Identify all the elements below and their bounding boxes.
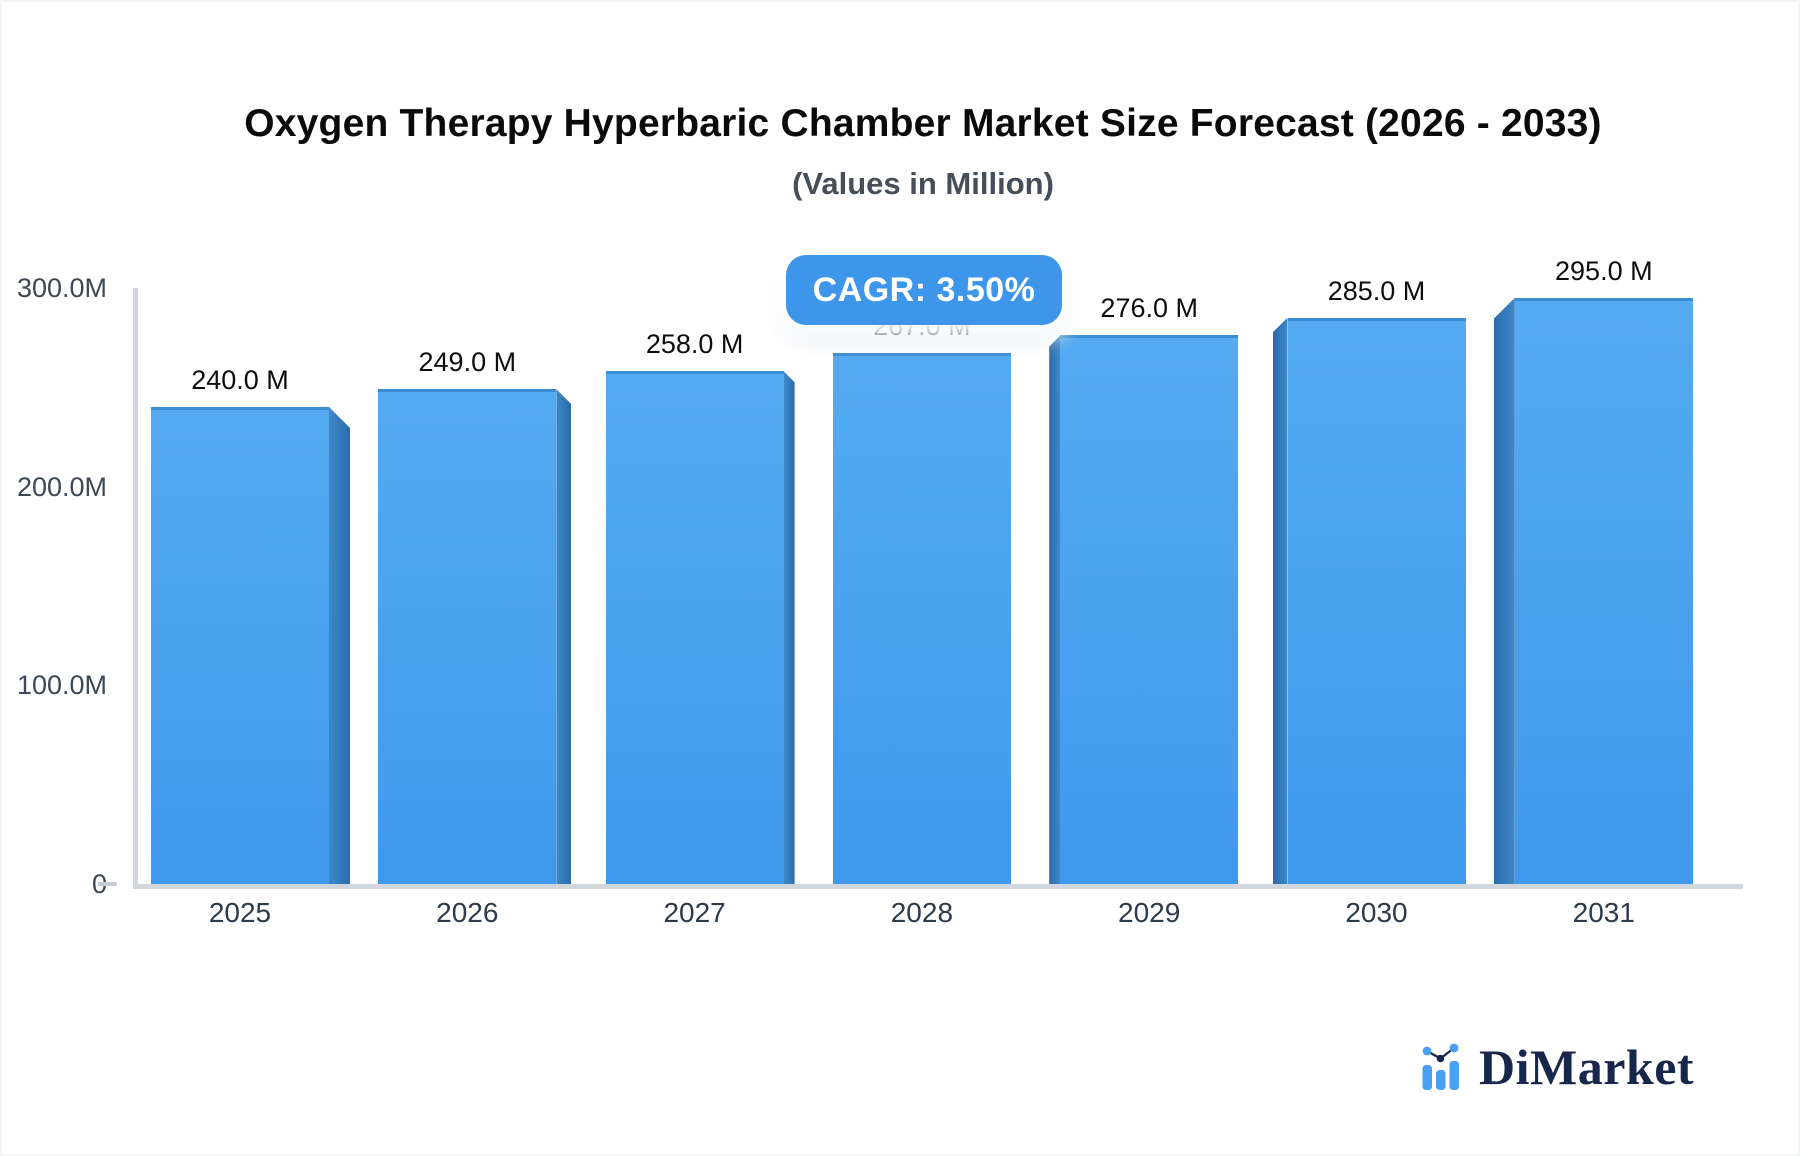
- bar-value-label-2030: 285.0 M: [1327, 275, 1426, 306]
- bar-2027: [605, 371, 784, 886]
- bar-3d-side-2031: [1493, 297, 1515, 886]
- cagr-badge-label: CAGR: 3.50%: [812, 270, 1036, 309]
- bar-value-label-2025: 240.0 M: [191, 365, 289, 395]
- dimarket-logo: DiMarket: [1420, 1038, 1694, 1092]
- x-axis-baseline: [133, 884, 1743, 889]
- dimarket-logo-text: DiMarket: [1479, 1039, 1695, 1095]
- bar-2031: [1514, 297, 1693, 886]
- bar-3d-side-2030: [1272, 317, 1288, 886]
- y-axis-tick-200.0M: 200.0M: [16, 471, 107, 502]
- cagr-badge: CAGR: 3.50%: [786, 255, 1062, 325]
- x-axis-label-2026: 2026: [436, 897, 499, 928]
- bar-3d-side-2027: [783, 371, 795, 886]
- bar-value-label-2026: 249.0 M: [418, 347, 517, 378]
- bar-3d-side-2029: [1049, 335, 1061, 886]
- x-axis-label-2027: 2027: [663, 897, 726, 928]
- y-axis-tick-300.0M: 300.0M: [16, 272, 107, 303]
- x-axis-label-2030: 2030: [1345, 897, 1408, 928]
- x-axis-label-2031: 2031: [1572, 897, 1635, 928]
- y-axis-line: [133, 288, 138, 889]
- y-axis-tick-100.0M: 100.0M: [16, 670, 107, 701]
- page-title: Oxygen Therapy Hyperbaric Chamber Market…: [244, 102, 1602, 145]
- bar-2028: [832, 353, 1011, 886]
- bar-2026: [378, 389, 557, 886]
- x-axis-label-2029: 2029: [1118, 897, 1181, 928]
- y-axis-tick-0: 0: [0, 868, 107, 900]
- bar-value-label-2027: 258.0 M: [645, 329, 744, 360]
- bar-value-label-2031: 295.0 M: [1555, 255, 1653, 286]
- bar-3d-side-2025: [329, 407, 350, 886]
- bar-3d-side-2026: [556, 389, 572, 886]
- bar-2025: [151, 407, 329, 886]
- bar-2029: [1060, 335, 1239, 886]
- chart-subtitle: (Values in Million): [792, 166, 1054, 201]
- bar-2030: [1287, 317, 1466, 886]
- bar-value-label-2029: 276.0 M: [1100, 293, 1198, 324]
- x-axis-label-2028: 2028: [890, 897, 954, 928]
- y-axis-zero-tick-mark: [98, 882, 117, 886]
- dimarket-logo-icon: [1422, 1043, 1459, 1090]
- x-axis-label-2025: 2025: [208, 897, 272, 928]
